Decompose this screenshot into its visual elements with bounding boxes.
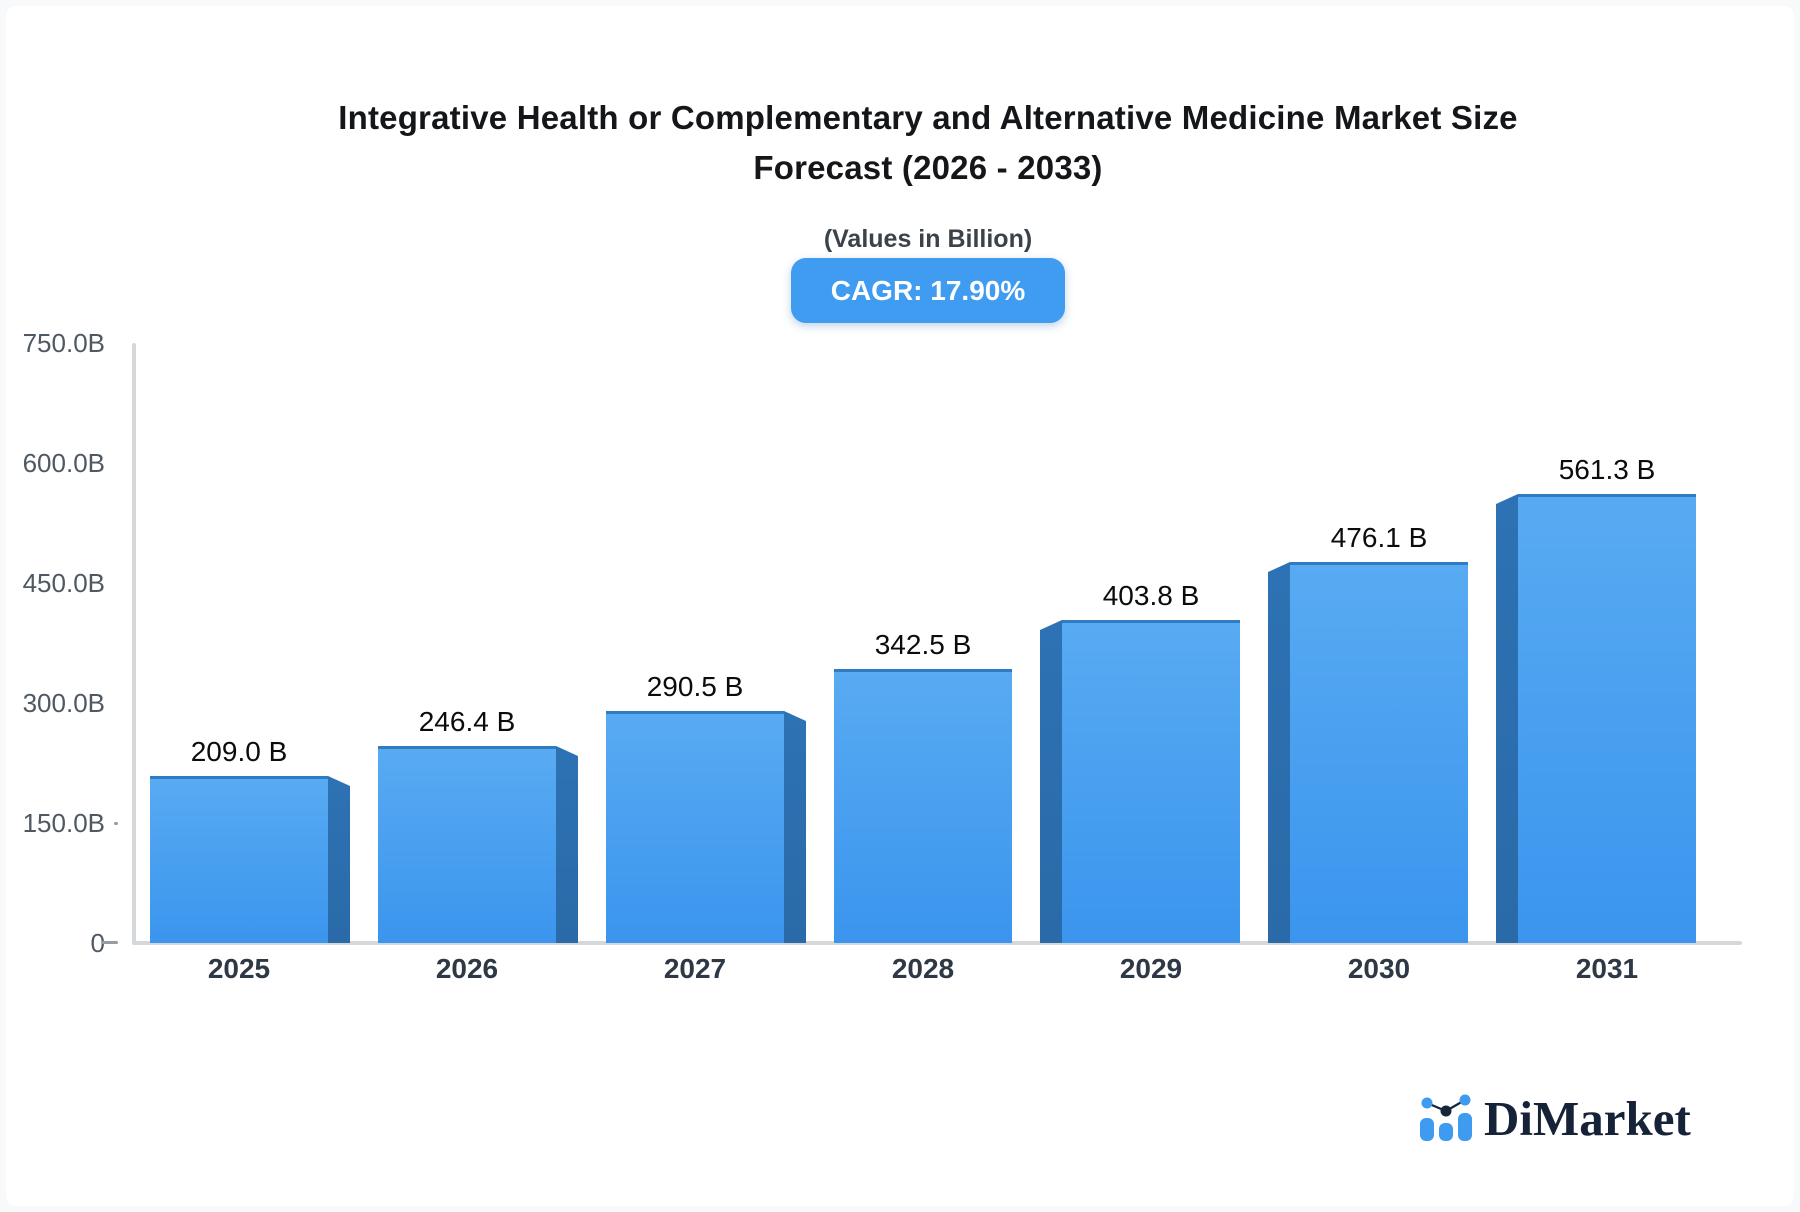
bar-value-label-2026: 246.4 B	[418, 706, 516, 737]
y-tick-450.0B: 450.0B	[22, 568, 105, 598]
bar-side-2025	[328, 776, 350, 943]
y-tick-750.0B: 750.0B	[22, 328, 105, 358]
y-tick-150.0B: 150.0B	[22, 808, 105, 838]
bar-side-2026	[556, 746, 578, 943]
y-axis-line	[132, 343, 136, 945]
bar-side-2030	[1268, 562, 1290, 943]
x-axis-label-2027: 2027	[663, 953, 727, 984]
x-axis-label-2031: 2031	[1575, 953, 1639, 984]
dimarket-logo: DiMarket	[1419, 1094, 1691, 1144]
badge-row: CAGR: 17.90%	[128, 258, 1728, 323]
y-tick-600.0B: 600.0B	[22, 448, 105, 478]
bar-value-label-2025: 209.0 B	[190, 736, 288, 767]
x-axis-label-2025: 2025	[207, 953, 271, 984]
x-axis-label-2026: 2026	[435, 953, 499, 984]
zero-tick-mark	[101, 941, 118, 944]
bar-side-2027	[784, 711, 806, 943]
y-tick-0: 0	[90, 928, 105, 958]
chart-title-line2: Forecast (2026 - 2033)	[753, 149, 1103, 186]
y-tick-300.0B: 300.0B	[22, 688, 105, 718]
x-axis-label-2029: 2029	[1119, 953, 1183, 984]
bar-2025[interactable]	[150, 776, 328, 943]
bar-value-label-2030: 476.1 B	[1330, 522, 1428, 553]
bar-value-label-2028: 342.5 B	[874, 629, 972, 660]
bar-2029[interactable]	[1062, 620, 1240, 943]
chart-subtitle: (Values in Billion)	[823, 225, 1033, 253]
chart-title-line1: Integrative Health or Complementary and …	[338, 99, 1518, 136]
x-axis-label-2028: 2028	[891, 953, 955, 984]
bar-value-label-2031: 561.3 B	[1558, 454, 1656, 485]
bar-value-label-2029: 403.8 B	[1102, 580, 1200, 611]
bar-value-label-2027: 290.5 B	[646, 671, 744, 702]
bar-side-2031	[1496, 494, 1518, 943]
dimarket-logo-icon	[1420, 1094, 1472, 1141]
bar-2026[interactable]	[378, 746, 556, 943]
minor-tick-dot	[114, 822, 118, 825]
x-axis-line	[132, 941, 1742, 945]
bar-side-2029	[1040, 620, 1062, 943]
x-axis-label-2030: 2030	[1347, 953, 1411, 984]
bar-2027[interactable]	[606, 711, 784, 943]
chart-title: Integrative Health or Complementary and …	[128, 93, 1728, 193]
bar-2031[interactable]	[1518, 494, 1696, 943]
cagr-badge: CAGR: 17.90%	[790, 258, 1066, 323]
bar-2028[interactable]	[834, 669, 1012, 943]
bar-2030[interactable]	[1290, 562, 1468, 943]
dimarket-logo-text: DiMarket	[1484, 1091, 1691, 1146]
